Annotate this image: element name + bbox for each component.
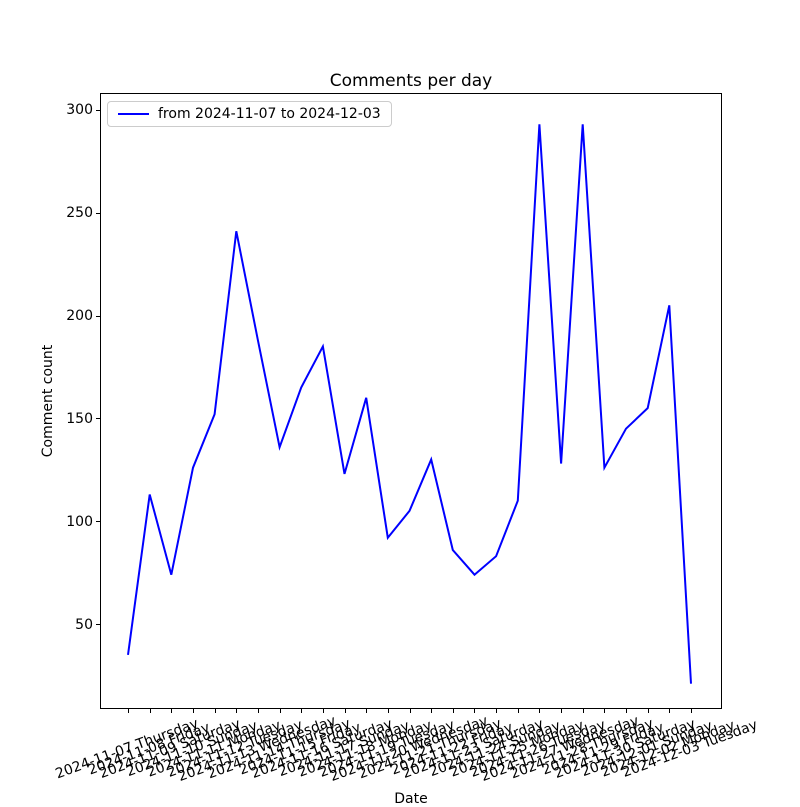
y-tick-label: 200 (66, 308, 93, 325)
y-tick-label: 300 (66, 102, 93, 119)
x-tick-mark (236, 709, 238, 713)
x-tick-mark (344, 709, 346, 713)
x-tick-mark (214, 709, 216, 713)
y-tick-label: 250 (66, 205, 93, 222)
y-tick-mark (96, 212, 100, 214)
x-tick-mark (257, 709, 259, 713)
x-tick-mark (452, 709, 454, 713)
x-tick-mark (539, 709, 541, 713)
legend: from 2024-11-07 to 2024-12-03 (107, 101, 392, 127)
x-tick-mark (561, 709, 563, 713)
x-tick-mark (517, 709, 519, 713)
y-tick-mark (96, 315, 100, 317)
x-tick-mark (582, 709, 584, 713)
y-axis-label: Comment count (40, 344, 56, 458)
x-tick-mark (691, 709, 692, 713)
legend-label: from 2024-11-07 to 2024-12-03 (158, 106, 381, 122)
y-tick-mark (96, 521, 100, 523)
y-tick-mark (96, 624, 100, 626)
x-tick-mark (128, 709, 129, 713)
chart-title: Comments per day (329, 71, 493, 91)
y-tick-label: 100 (66, 513, 93, 530)
x-tick-mark (626, 709, 628, 713)
x-tick-mark (171, 709, 173, 713)
y-tick-label: 50 (75, 616, 93, 633)
x-tick-mark (322, 709, 324, 713)
x-tick-mark (192, 709, 194, 713)
y-tick-label: 150 (66, 410, 93, 427)
legend-line-sample-icon (118, 113, 149, 115)
line-series-svg (127, 124, 692, 684)
y-tick-mark (96, 418, 100, 420)
plot-area: from 2024-11-07 to 2024-12-03 (100, 93, 722, 709)
x-axis-label: Date (394, 791, 428, 807)
x-tick-mark (279, 709, 281, 713)
y-tick-mark (96, 109, 100, 111)
x-tick-mark (604, 709, 606, 713)
x-tick-mark (149, 709, 151, 713)
x-tick-mark (366, 709, 368, 713)
x-tick-mark (431, 709, 433, 713)
x-tick-mark (387, 709, 389, 713)
x-tick-mark (669, 709, 671, 713)
comments-line-series (127, 124, 692, 684)
x-tick-mark (647, 709, 649, 713)
x-tick-mark (301, 709, 303, 713)
x-tick-mark (409, 709, 411, 713)
x-tick-mark (496, 709, 498, 713)
x-tick-mark (474, 709, 476, 713)
